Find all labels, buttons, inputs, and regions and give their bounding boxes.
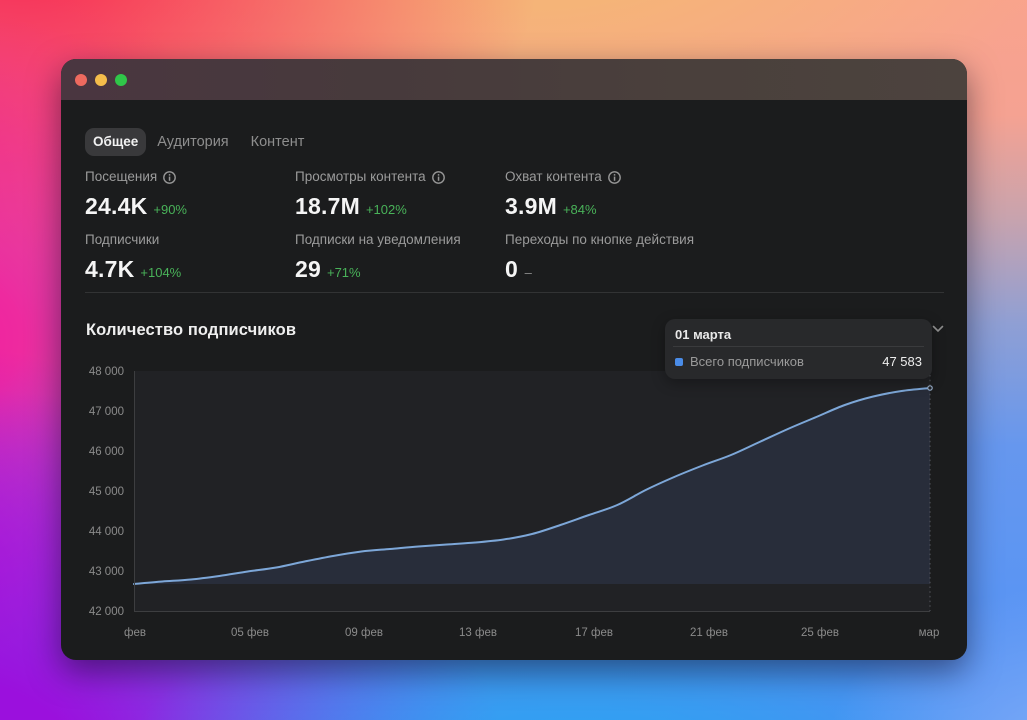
svg-text:13 фев: 13 фев	[459, 627, 497, 639]
svg-text:25 фев: 25 фев	[801, 627, 839, 639]
svg-text:мар: мар	[919, 627, 940, 639]
svg-text:09 фев: 09 фев	[345, 627, 383, 639]
svg-text:42 000: 42 000	[89, 606, 124, 618]
svg-text:17 фев: 17 фев	[575, 627, 613, 639]
svg-text:05 фев: 05 фев	[231, 627, 269, 639]
svg-text:44 000: 44 000	[89, 526, 124, 538]
svg-text:45 000: 45 000	[89, 486, 124, 498]
svg-text:21 фев: 21 фев	[690, 627, 728, 639]
svg-text:43 000: 43 000	[89, 566, 124, 578]
svg-text:48 000: 48 000	[89, 366, 124, 378]
svg-text:фев: фев	[124, 627, 146, 639]
svg-text:46 000: 46 000	[89, 446, 124, 458]
svg-text:47 000: 47 000	[89, 406, 124, 418]
